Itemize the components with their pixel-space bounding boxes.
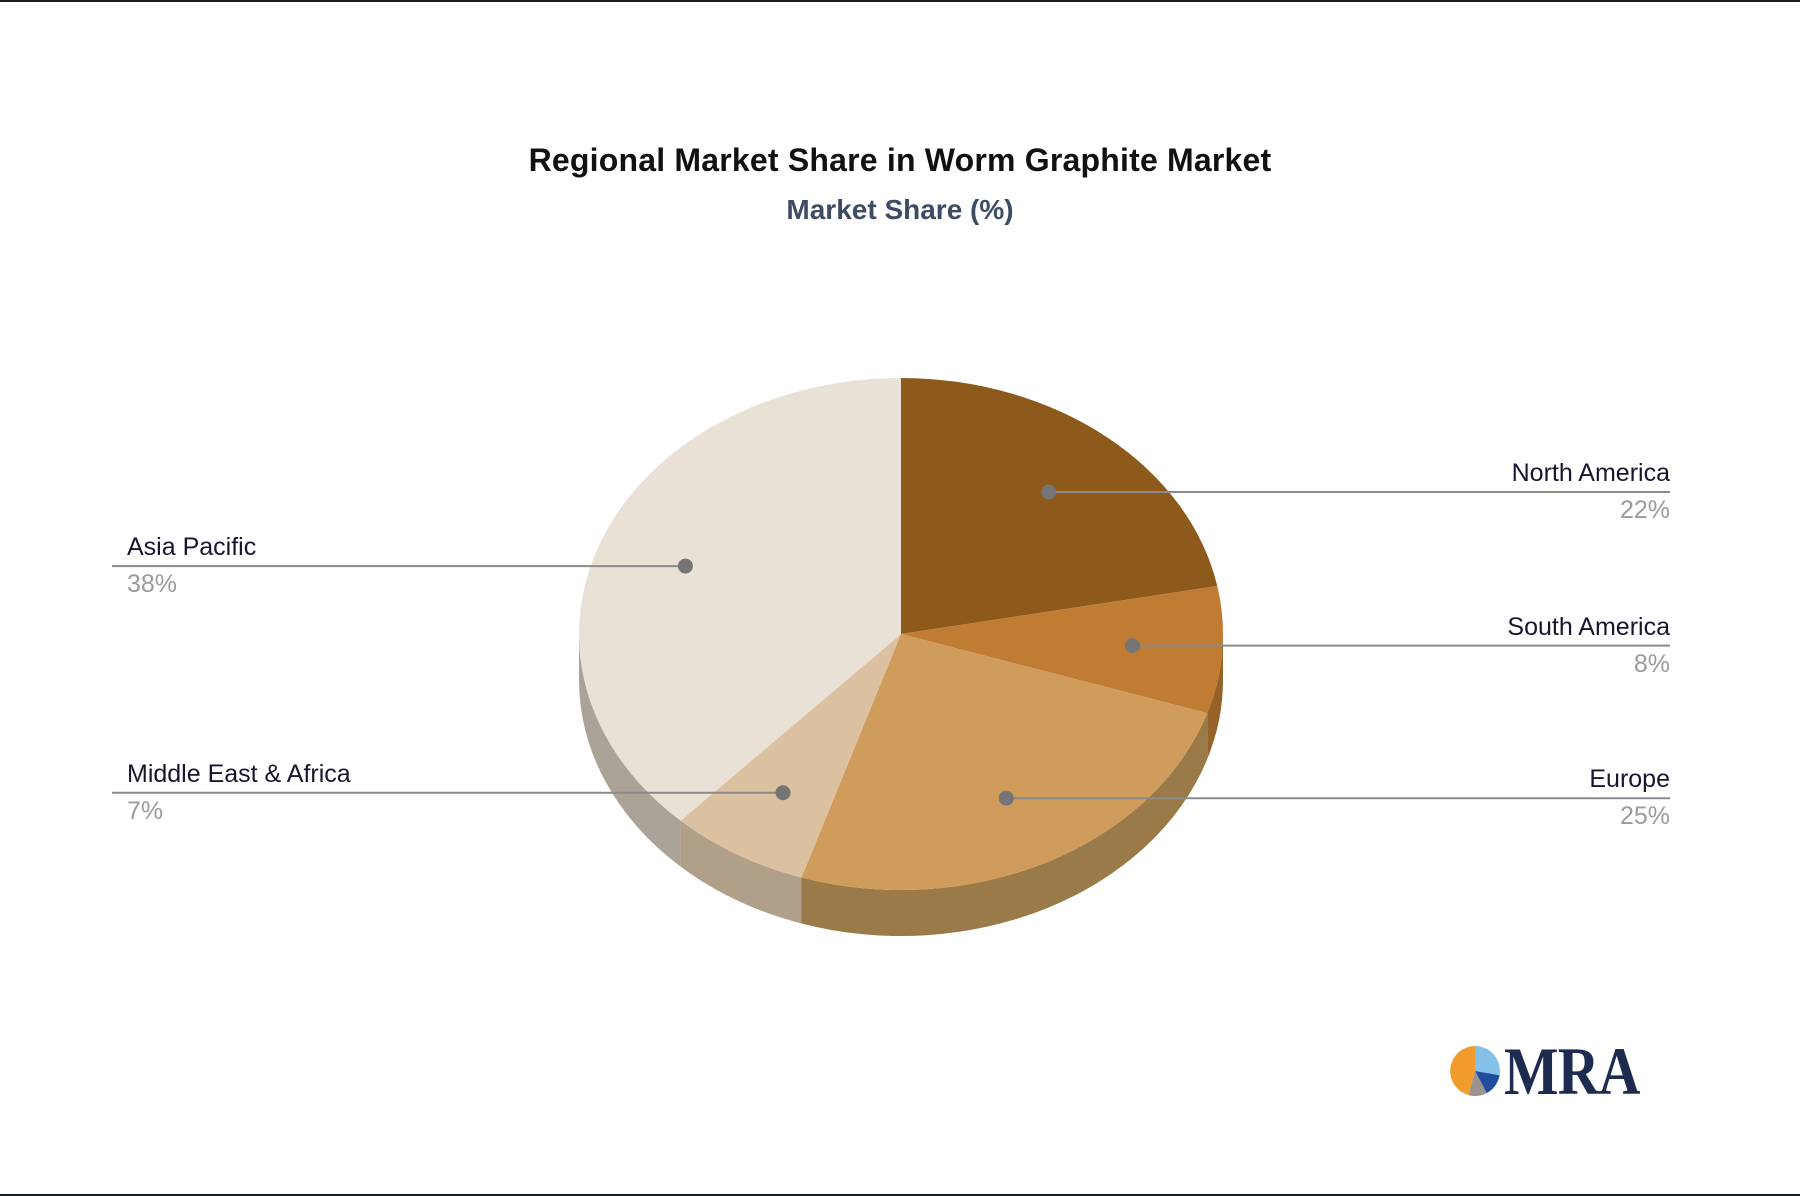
chart-subtitle: Market Share (%): [786, 194, 1014, 225]
logo-wedge-navy: [1475, 1071, 1500, 1094]
slice-label-asia-pacific: Asia Pacific: [127, 533, 257, 562]
pie-slice[interactable]: [801, 634, 1208, 891]
pie-slice-side: [579, 634, 681, 867]
logo-wedge-orange: [1450, 1046, 1475, 1096]
pie-slice[interactable]: [579, 378, 901, 821]
pie-slice[interactable]: [901, 378, 1218, 634]
pie-slice[interactable]: [901, 586, 1223, 714]
slice-value-south-america: 8%: [1633, 649, 1670, 678]
slice-label-north-america: North America: [1511, 459, 1670, 487]
slice-label-south-america: South America: [1507, 612, 1670, 641]
callout-dot: [775, 785, 791, 801]
pie-slice-side: [801, 713, 1208, 937]
mra-logo: MRA: [1450, 1033, 1663, 1109]
callout-dot: [677, 558, 693, 574]
slice-label-middle-east-africa: Middle East & Africa: [127, 759, 351, 788]
callout-dot: [998, 790, 1014, 806]
slice-value-europe: 25%: [1619, 802, 1670, 831]
callout-dot: [1041, 484, 1057, 500]
mra-logo-pie-icon: [1450, 1046, 1500, 1096]
slice-value-middle-east-africa: 7%: [127, 796, 164, 825]
logo-wedge-light-blue: [1475, 1046, 1500, 1076]
pie-slice-side: [1207, 634, 1223, 760]
logo-wedge-gray: [1468, 1071, 1487, 1096]
slice-value-north-america: 22%: [1619, 496, 1670, 524]
pie-slice[interactable]: [680, 634, 901, 878]
callout-dot: [1124, 638, 1140, 654]
mra-logo-text: MRA: [1504, 1033, 1640, 1109]
slice-label-europe: Europe: [1589, 765, 1670, 794]
slice-value-asia-pacific: 38%: [127, 570, 178, 599]
pie-slice-side: [680, 820, 802, 924]
chart-title: Regional Market Share in Worm Graphite M…: [528, 142, 1272, 178]
